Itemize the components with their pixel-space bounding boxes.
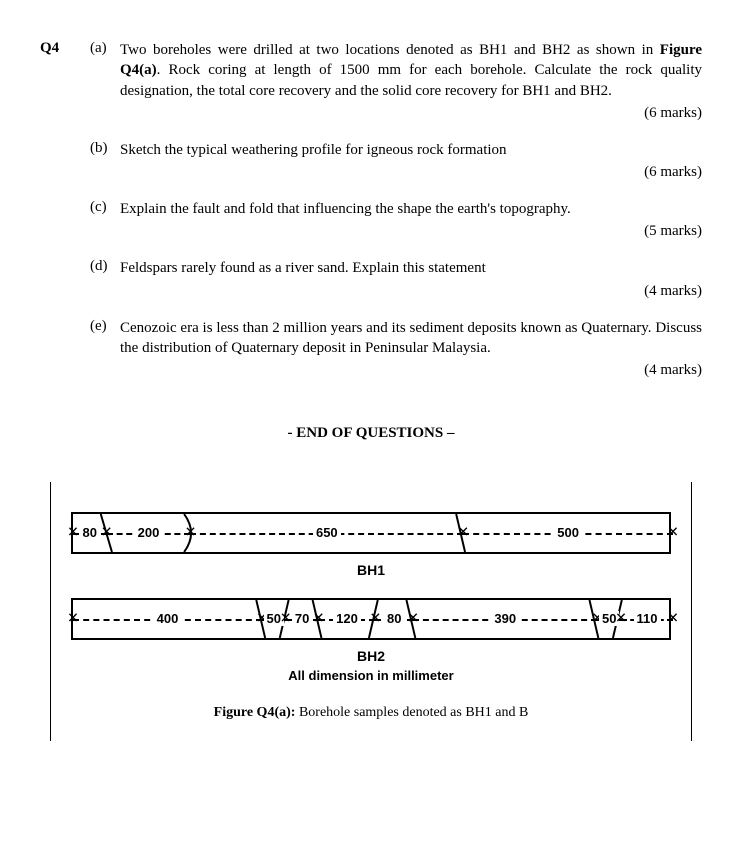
bh1-label: BH1 — [71, 562, 671, 578]
dimension-value: 650 — [313, 525, 341, 540]
part-text-pre: Two boreholes were drilled at two locati… — [120, 42, 660, 58]
part-label: (d) — [90, 258, 120, 278]
marks-a: (6 marks) — [90, 105, 702, 122]
dimension-value: 70 — [292, 611, 312, 626]
dimension-caption: All dimension in millimeter — [71, 668, 671, 683]
dimension-value: 80 — [80, 525, 100, 540]
marks-d: (4 marks) — [90, 283, 702, 300]
dimension-value: 120 — [333, 611, 361, 626]
dimension-value: 80 — [384, 611, 404, 626]
bh1-core-box: 80✕✕200✕650✕500✕ — [71, 512, 671, 554]
figure-caption: Figure Q4(a): Borehole samples denoted a… — [71, 705, 671, 721]
part-label: (a) — [90, 40, 120, 101]
part-body: Explain the fault and fold that influenc… — [120, 199, 702, 219]
dimension-value: 110 — [634, 611, 661, 626]
part-body: Sketch the typical weathering profile fo… — [120, 140, 702, 160]
figure-caption-bold: Figure Q4(a): — [214, 705, 296, 720]
part-body: Two boreholes were drilled at two locati… — [120, 40, 702, 101]
part-b: (b) Sketch the typical weathering profil… — [90, 140, 702, 160]
part-label: (b) — [90, 140, 120, 160]
part-d: (d) Feldspars rarely found as a river sa… — [90, 258, 702, 278]
figure-area: 80✕✕200✕650✕500✕ BH1 400✕✕50✕70✕120✕80✕3… — [50, 482, 692, 741]
part-text-post: . Rock coring at length of 1500 mm for e… — [120, 62, 702, 98]
parts-column: (a) Two boreholes were drilled at two lo… — [90, 40, 702, 397]
part-label: (c) — [90, 199, 120, 219]
part-c: (c) Explain the fault and fold that infl… — [90, 199, 702, 219]
part-e: (e) Cenozoic era is less than 2 million … — [90, 318, 702, 359]
marks-c: (5 marks) — [90, 223, 702, 240]
dimension-value: 200 — [135, 525, 163, 540]
bh2-label: BH2 — [71, 648, 671, 664]
figure-caption-rest: Borehole samples denoted as BH1 and B — [295, 705, 528, 720]
question-number: Q4 — [40, 40, 90, 397]
dimension-value: 500 — [554, 525, 582, 540]
end-of-questions: - END OF QUESTIONS – — [40, 425, 702, 442]
dimension-value: 390 — [491, 611, 519, 626]
question-block: Q4 (a) Two boreholes were drilled at two… — [40, 40, 702, 397]
marks-b: (6 marks) — [90, 164, 702, 181]
bh2-core-box: 400✕✕50✕70✕120✕80✕390✕50✕110✕ — [71, 598, 671, 640]
part-a: (a) Two boreholes were drilled at two lo… — [90, 40, 702, 101]
marks-e: (4 marks) — [90, 362, 702, 379]
part-label: (e) — [90, 318, 120, 359]
dimension-value: 400 — [154, 611, 182, 626]
part-body: Feldspars rarely found as a river sand. … — [120, 258, 702, 278]
part-body: Cenozoic era is less than 2 million year… — [120, 318, 702, 359]
